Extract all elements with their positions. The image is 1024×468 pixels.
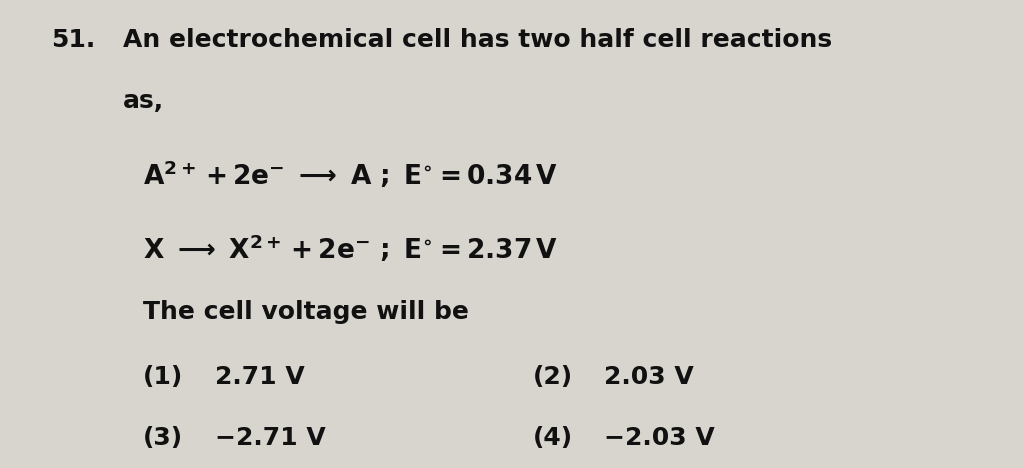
Text: 2.03 V: 2.03 V — [604, 365, 694, 389]
Text: 2.71 V: 2.71 V — [215, 365, 305, 389]
Text: −2.03 V: −2.03 V — [604, 426, 715, 450]
Text: (3): (3) — [143, 426, 183, 450]
Text: (1): (1) — [143, 365, 183, 389]
Text: 51.: 51. — [51, 28, 95, 52]
Text: −2.71 V: −2.71 V — [215, 426, 326, 450]
Text: (2): (2) — [532, 365, 572, 389]
Text: $\mathbf{X\ {\longrightarrow}\ X^{2+} + 2e^{-}\ ;\ E^{\circ} = 2.37\,V}$: $\mathbf{X\ {\longrightarrow}\ X^{2+} + … — [143, 234, 558, 265]
Text: $\mathbf{A^{2+} + 2e^{-}\ {\longrightarrow}\ A\ ;\ E^{\circ} = 0.34\,V}$: $\mathbf{A^{2+} + 2e^{-}\ {\longrightarr… — [143, 159, 558, 190]
Text: (4): (4) — [532, 426, 572, 450]
Text: as,: as, — [123, 89, 164, 113]
Text: The cell voltage will be: The cell voltage will be — [143, 300, 469, 323]
Text: An electrochemical cell has two half cell reactions: An electrochemical cell has two half cel… — [123, 28, 833, 52]
